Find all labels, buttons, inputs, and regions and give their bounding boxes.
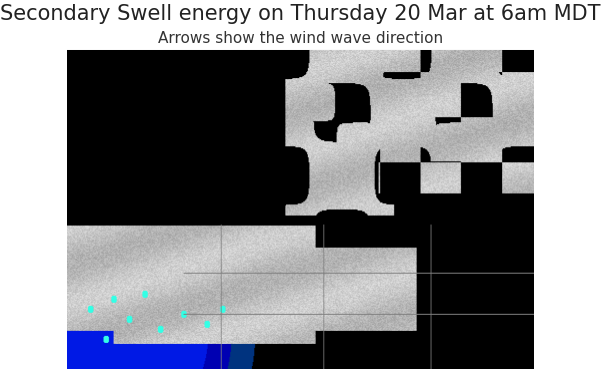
Text: Secondary Swell energy on Thursday 20 Mar at 6am MDT: Secondary Swell energy on Thursday 20 Ma… <box>0 4 601 24</box>
Text: Arrows show the wind wave direction: Arrows show the wind wave direction <box>158 31 443 46</box>
